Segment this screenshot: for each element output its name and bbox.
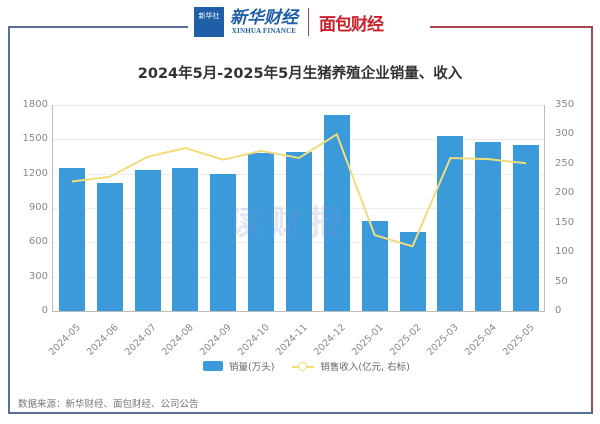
right-axis-tick: 50 (555, 275, 568, 287)
left-axis-tick: 1200 (22, 167, 48, 179)
xinhua-finance-en: XINHUA FINANCE (231, 27, 297, 35)
legend-bar-label: 销量(万头) (229, 362, 275, 373)
right-axis-tick: 350 (555, 99, 575, 110)
right-axis-tick: 150 (555, 216, 575, 228)
bar-2025-05 (513, 145, 540, 311)
bar-2024-11 (286, 151, 312, 311)
bar-2025-03 (437, 135, 464, 311)
chart-legend: 销量(万头) 销售收入(亿元, 右标) (203, 359, 410, 373)
bar-2024-07 (134, 170, 161, 311)
gridline (52, 105, 544, 106)
left-axis-tick: 1500 (22, 133, 48, 145)
legend-line-label: 销售收入(亿元, 右标) (320, 362, 410, 373)
header-logos: 新华社 新华财经 XINHUA FINANCE 面包财经 (188, 4, 430, 40)
left-axis-tick: 900 (28, 202, 48, 213)
legend-line-marker-icon (292, 361, 315, 371)
bar-2024-09 (210, 173, 237, 311)
right-axis-tick: 300 (555, 128, 575, 140)
bar-2024-10 (248, 153, 275, 311)
right-axis-tick: 250 (555, 157, 575, 169)
left-axis-tick: 1800 (22, 99, 48, 110)
data-source-note: 数据来源：新华财经、面包财经、公司公告 (18, 399, 199, 410)
right-axis-tick: 100 (555, 246, 575, 258)
frame-border-top-left (8, 26, 188, 28)
legend-bar-swatch-icon (203, 361, 223, 371)
bar-2025-04 (475, 141, 502, 311)
watermark: 读财报 (228, 203, 348, 243)
x-axis (52, 311, 545, 312)
gridline (52, 139, 544, 141)
left-axis-tick: 0 (41, 305, 48, 316)
bar-2024-05 (58, 167, 85, 311)
frame-border-top-right (430, 26, 593, 28)
right-axis-tick: 0 (555, 305, 562, 316)
xinhua-finance-cn: 新华财经 (230, 8, 298, 28)
left-axis-tick: 300 (28, 270, 48, 282)
frame-border-right (591, 26, 593, 414)
bar-2024-12 (323, 115, 350, 311)
xinhua-agency-logo: 新华社 (194, 7, 224, 37)
right-y-axis (544, 105, 545, 312)
logo-divider (308, 8, 309, 36)
frame-border-left (8, 26, 10, 414)
right-axis-tick: 200 (555, 187, 575, 199)
left-axis-tick: 600 (28, 236, 48, 248)
left-y-axis (52, 105, 53, 312)
bar-2024-06 (96, 182, 123, 311)
mianbao-finance-logo: 面包财经 (319, 14, 384, 35)
xinhua-finance-logo: 新华财经 XINHUA FINANCE (230, 9, 298, 35)
bar-2024-08 (172, 167, 199, 311)
chart-title: 2024年5月-2025年5月生猪养殖企业销量、收入 (137, 66, 463, 82)
frame-border-bottom (8, 412, 593, 414)
